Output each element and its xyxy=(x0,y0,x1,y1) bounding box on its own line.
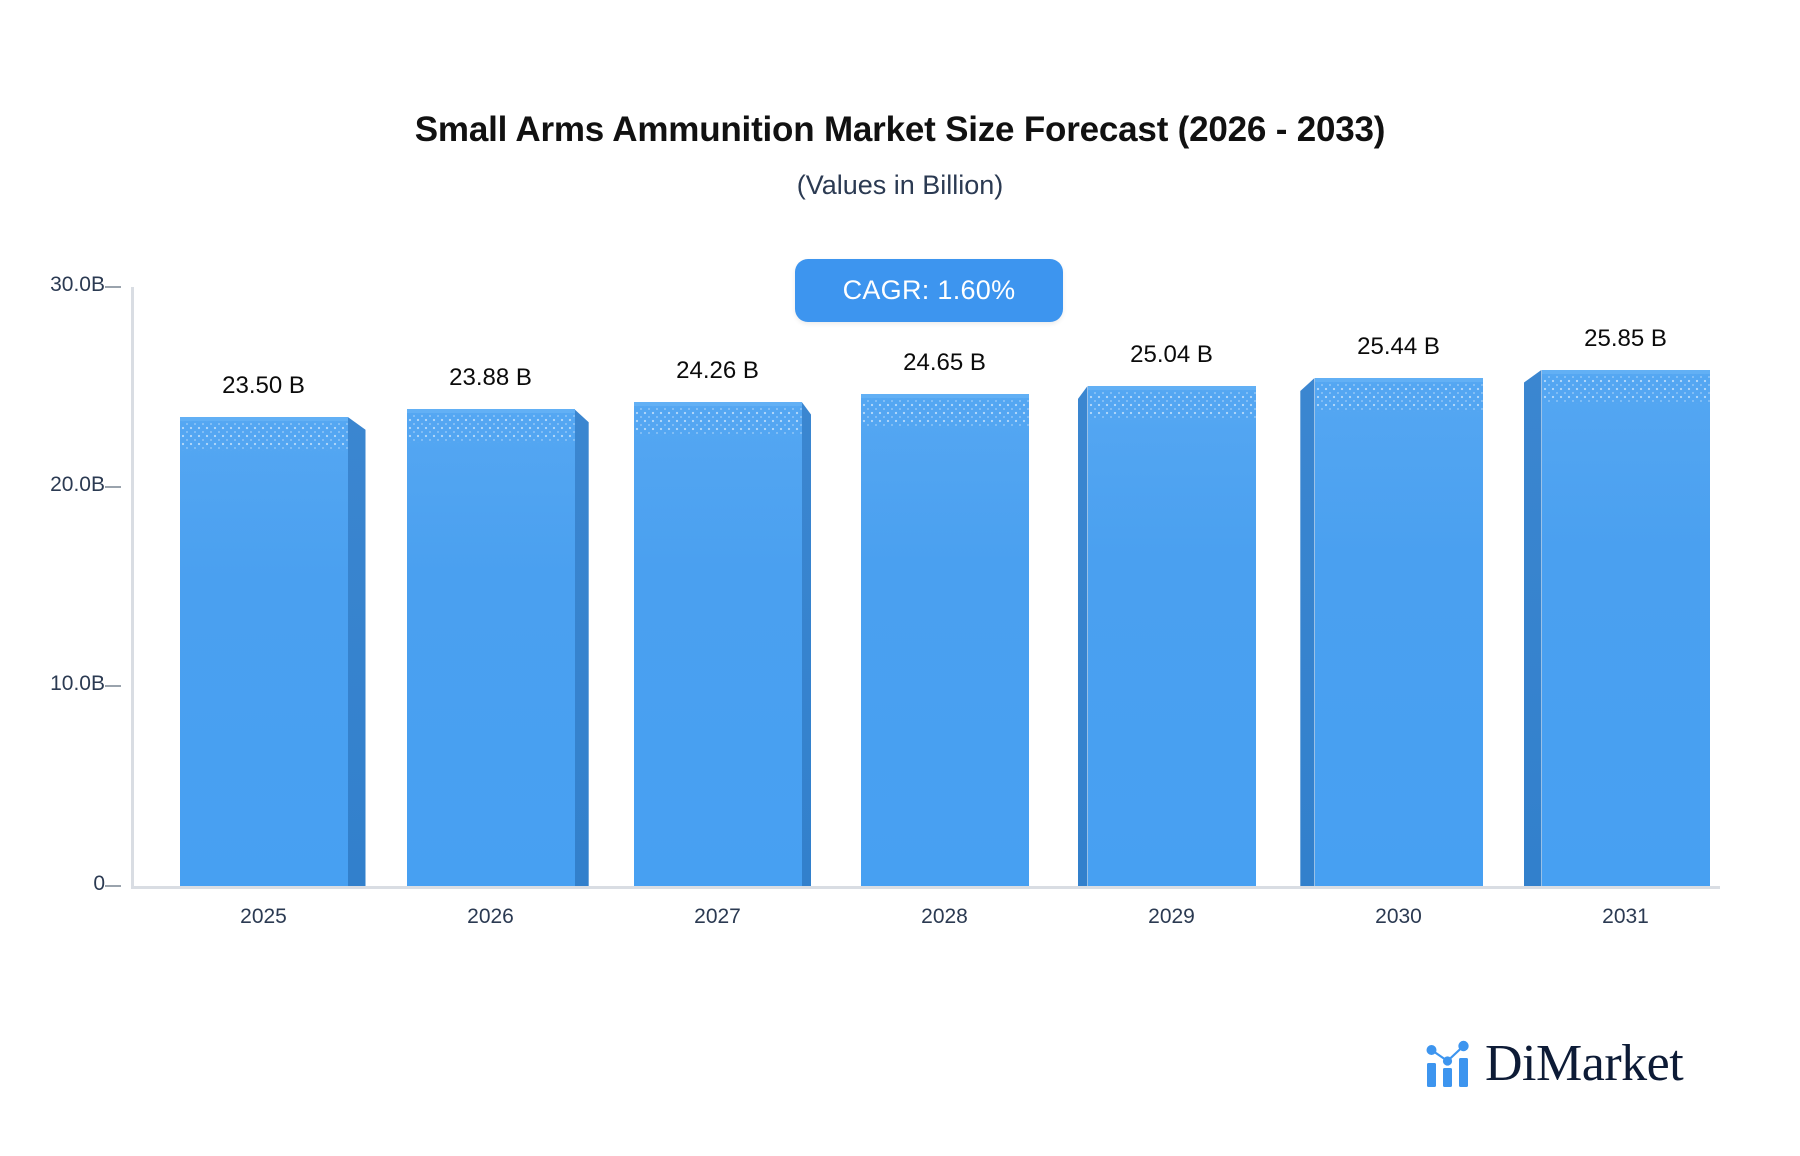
brand-logo: DiMarket xyxy=(1424,1035,1684,1092)
y-axis-tick-mark xyxy=(105,485,121,488)
bar-value-label: 25.85 B xyxy=(1584,324,1667,352)
bar-side-face xyxy=(1300,378,1315,886)
bar-value-label: 24.26 B xyxy=(676,356,759,384)
bar-top-face xyxy=(1314,378,1483,383)
logo-wordmark: DiMarket xyxy=(1485,1035,1684,1092)
x-axis-tick-label: 2030 xyxy=(1375,905,1422,928)
bar-2030[interactable] xyxy=(1300,378,1483,886)
bar-top-face xyxy=(1087,386,1256,391)
x-axis-tick-label: 2029 xyxy=(1148,905,1195,928)
cagr-badge: CAGR: 1.60% xyxy=(795,259,1063,322)
x-axis-tick-label: 2025 xyxy=(240,905,287,928)
y-axis-tick-mark xyxy=(105,685,121,688)
bar-top-face xyxy=(633,401,802,406)
bar-front-face xyxy=(860,393,1029,886)
bar-front-face xyxy=(1314,378,1483,886)
bar-2026[interactable] xyxy=(406,409,589,886)
bar-side-face xyxy=(574,409,589,886)
y-axis-tick-label: 30.0B xyxy=(50,273,105,296)
bar-front-face xyxy=(179,416,348,886)
x-axis-tick-label: 2026 xyxy=(467,905,514,928)
bar-2027[interactable] xyxy=(633,401,812,886)
y-axis-tick-label: 10.0B xyxy=(50,672,105,696)
bar-side-face xyxy=(347,416,366,886)
y-axis-tick-mark xyxy=(105,885,121,887)
bar-2031[interactable] xyxy=(1523,369,1710,886)
bar-front-face xyxy=(1087,386,1256,886)
y-axis-line xyxy=(131,287,134,889)
bar-value-label: 25.44 B xyxy=(1357,333,1440,361)
bar-front-face xyxy=(406,409,575,886)
bar-top-face xyxy=(179,416,348,421)
cagr-badge-label: CAGR: 1.60% xyxy=(842,275,1016,305)
x-axis-tick-label: 2028 xyxy=(921,905,968,928)
chart-title: Small Arms Ammunition Market Size Foreca… xyxy=(414,110,1386,149)
bar-front-face xyxy=(1541,369,1710,886)
bar-side-face xyxy=(1523,369,1542,886)
y-axis-tick-label: 20.0B xyxy=(50,472,105,496)
bar-side-face xyxy=(801,401,812,886)
bar-2028[interactable] xyxy=(860,393,1029,886)
bar-top-face xyxy=(406,409,575,414)
bar-value-label: 25.04 B xyxy=(1130,341,1213,369)
x-axis-tick-label: 2027 xyxy=(694,905,741,928)
bar-top-face xyxy=(1541,369,1710,374)
chart-subtitle: (Values in Billion) xyxy=(796,170,1004,200)
y-axis-tick-mark xyxy=(105,286,121,288)
y-axis-tick-label: 0 xyxy=(93,872,105,895)
bar-2025[interactable] xyxy=(179,416,366,886)
bar-value-label: 23.50 B xyxy=(222,371,305,399)
bar-value-label: 24.65 B xyxy=(903,348,986,376)
bar-front-face xyxy=(633,401,802,886)
bar-value-label: 23.88 B xyxy=(449,364,532,392)
bar-2029[interactable] xyxy=(1077,386,1256,886)
bar-side-face xyxy=(1077,386,1088,886)
bar-top-face xyxy=(860,393,1029,398)
bar-chart-logo-icon xyxy=(1426,1040,1469,1087)
x-axis-line xyxy=(131,886,1720,889)
x-axis-tick-label: 2031 xyxy=(1602,905,1649,928)
